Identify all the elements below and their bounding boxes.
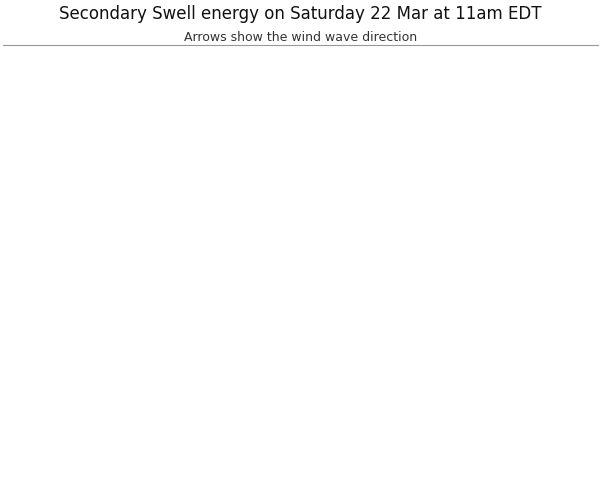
Text: Arrows show the wind wave direction: Arrows show the wind wave direction [184,31,417,43]
Text: Secondary Swell energy on Saturday 22 Mar at 11am EDT: Secondary Swell energy on Saturday 22 Ma… [59,5,542,23]
Text: cartopy required: cartopy required [219,258,382,277]
